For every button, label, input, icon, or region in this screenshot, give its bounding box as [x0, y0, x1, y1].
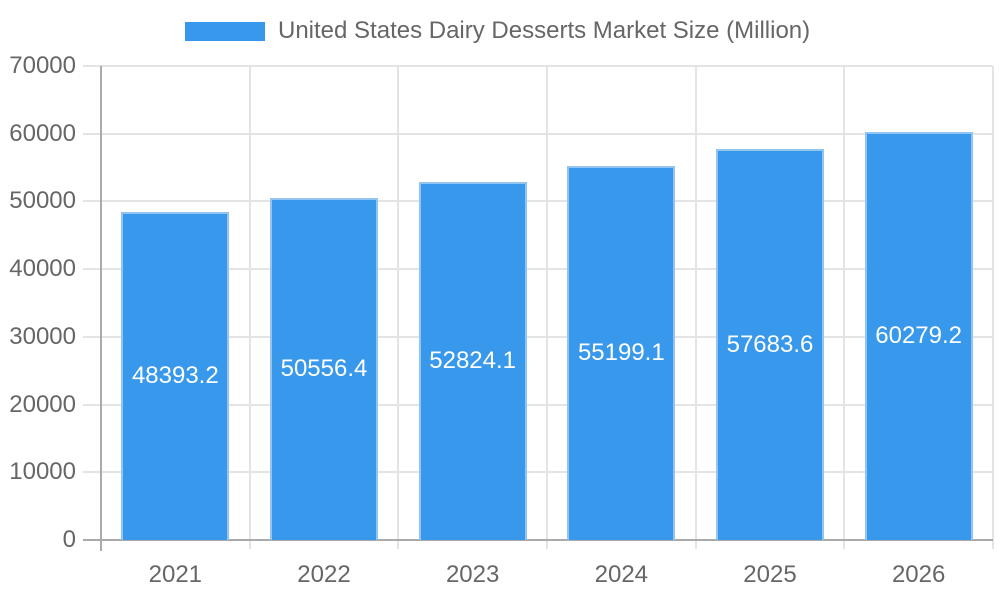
category-gridline — [694, 66, 697, 549]
bar-value-label: 57683.6 — [726, 330, 814, 358]
bar-value-label: 50556.4 — [280, 354, 368, 382]
y-gridline — [83, 200, 993, 203]
y-axis-tick-label: 70000 — [9, 52, 76, 79]
bar-value-label: 48393.2 — [131, 362, 219, 390]
x-axis-line — [83, 539, 993, 541]
category-gridline — [992, 66, 994, 549]
legend-item[interactable]: United States Dairy Desserts Market Size… — [185, 16, 810, 46]
y-axis-tick-label: 40000 — [9, 255, 76, 283]
category-gridline — [248, 66, 251, 549]
legend-label: United States Dairy Desserts Market Size… — [278, 17, 811, 44]
bar[interactable] — [121, 212, 230, 540]
x-axis-tick-label: 2022 — [297, 561, 351, 588]
category-gridline — [843, 66, 846, 549]
y-gridline — [83, 335, 993, 338]
y-axis-tick-label: 10000 — [9, 458, 76, 486]
bar[interactable] — [418, 182, 527, 540]
y-axis-tick-label: 50000 — [9, 187, 76, 215]
y-axis-tick-label: 0 — [62, 526, 76, 553]
bar-value-label: 60279.2 — [875, 321, 963, 349]
y-axis-line — [100, 66, 102, 551]
category-gridline — [397, 66, 400, 549]
legend-swatch — [185, 21, 265, 41]
y-axis-tick-label: 30000 — [9, 322, 76, 350]
y-axis-tick-label: 60000 — [9, 119, 76, 147]
bar-value-label: 55199.1 — [577, 339, 665, 367]
x-axis-tick-label: 2024 — [594, 561, 649, 588]
x-axis-tick-label: 2026 — [891, 561, 946, 588]
y-gridline — [83, 471, 993, 474]
x-axis-tick-label: 2021 — [148, 561, 203, 588]
y-gridline — [83, 268, 993, 271]
bar[interactable] — [567, 166, 676, 540]
y-gridline — [83, 65, 993, 67]
bar-value-label: 52824.1 — [429, 347, 517, 375]
bar[interactable] — [270, 197, 378, 540]
category-gridline — [546, 66, 548, 549]
y-gridline — [83, 403, 993, 406]
x-axis-tick-label: 2025 — [743, 561, 797, 588]
y-gridline — [83, 132, 993, 135]
x-axis-tick-label: 2023 — [445, 561, 500, 588]
bar[interactable] — [864, 131, 973, 540]
bar[interactable] — [716, 149, 824, 540]
y-axis-tick-label: 20000 — [9, 390, 76, 418]
